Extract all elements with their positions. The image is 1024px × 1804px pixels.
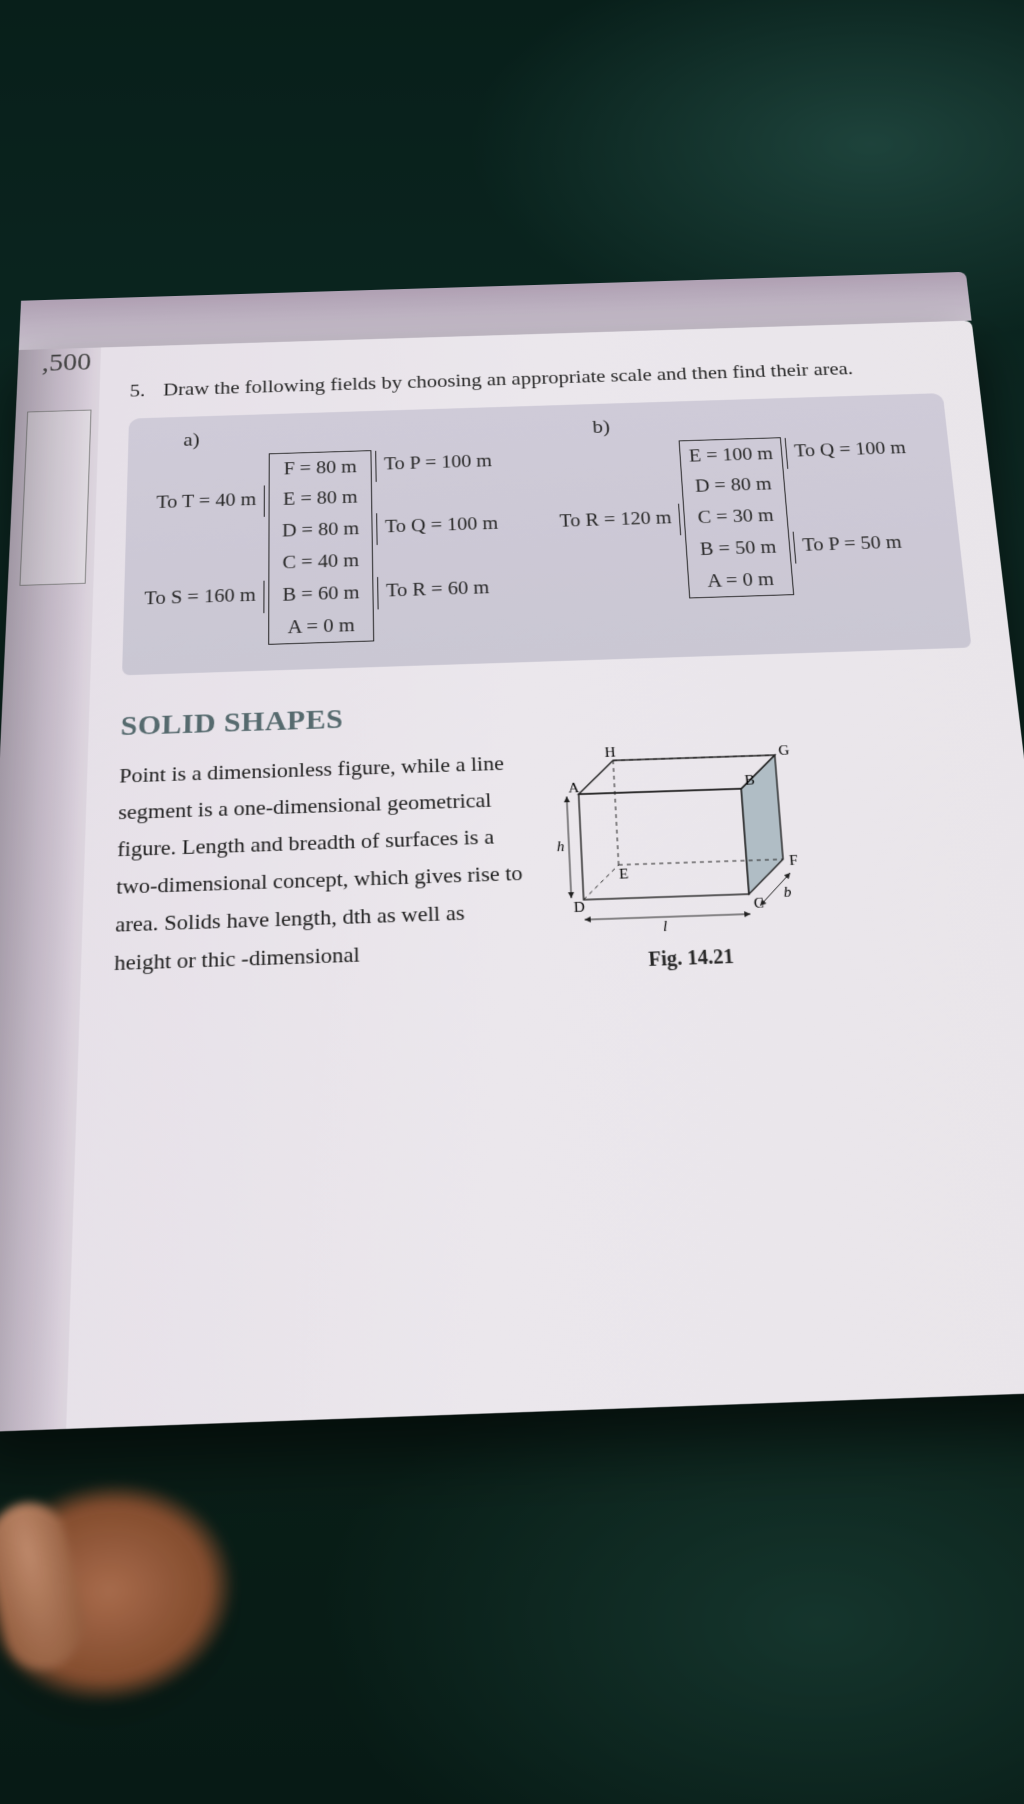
svg-text:l: l (663, 918, 668, 935)
fieldbook-panel: a) F = 80 m To P = 100 m To T = 40 m E =… (122, 393, 971, 675)
part-b: b) E = 100 m To Q = 100 m D = 80 m (547, 405, 959, 635)
offset: To T = 40 m (136, 484, 269, 521)
question-text: Draw the following fields by choosing an… (163, 357, 854, 399)
margin-box (19, 410, 91, 586)
part-a: a) F = 80 m To P = 100 m To T = 40 m E =… (133, 418, 537, 649)
cell: C = 30 m (683, 500, 789, 535)
svg-text:F: F (789, 852, 799, 869)
margin-number: ,500 (17, 347, 101, 378)
cell: D = 80 m (681, 468, 786, 502)
cell: C = 40 m (268, 544, 373, 579)
cell: E = 80 m (269, 481, 373, 515)
svg-text:b: b (783, 884, 792, 901)
fieldbook-a: F = 80 m To P = 100 m To T = 40 m E = 80… (133, 445, 537, 649)
question-5: 5. Draw the following fields by choosing… (129, 355, 940, 402)
cell: A = 0 m (687, 562, 794, 598)
cell: E = 100 m (679, 437, 784, 472)
offset: To Q = 100 m (372, 507, 517, 544)
book-page: ,500 5. Draw the following fields by cho… (0, 321, 1024, 1552)
offset: To P = 100 m (371, 445, 515, 482)
offset: To Q = 100 m (781, 432, 926, 468)
figure-cuboid: A H G B D E F C l b h (548, 737, 826, 975)
offset: To S = 160 m (133, 579, 268, 617)
svg-text:E: E (619, 866, 629, 883)
fieldbook-b: E = 100 m To Q = 100 m D = 80 m To R = 1… (548, 432, 955, 602)
cell: B = 50 m (685, 531, 792, 566)
svg-text:B: B (744, 772, 755, 789)
svg-text:G: G (778, 743, 790, 759)
svg-text:H: H (605, 744, 617, 760)
svg-text:D: D (574, 899, 586, 916)
figure-caption: Fig. 14.21 (557, 943, 826, 975)
svg-text:C: C (754, 895, 765, 912)
svg-text:A: A (568, 780, 580, 797)
offset: To R = 120 m (551, 502, 685, 539)
section-heading: SOLID SHAPES (120, 683, 979, 743)
cuboid-icon: A H G B D E F C l b h (553, 737, 818, 940)
svg-text:h: h (557, 839, 565, 856)
cell: A = 0 m (268, 608, 374, 645)
cell: B = 60 m (268, 576, 373, 612)
offset: To P = 50 m (789, 526, 937, 564)
offset: To R = 60 m (373, 571, 520, 609)
question-number: 5. (129, 379, 158, 402)
body-paragraph: Point is a dimensionless figure, while a… (114, 747, 527, 985)
cell: F = 80 m (269, 450, 372, 485)
cell: D = 80 m (268, 513, 372, 548)
left-margin: ,500 (0, 347, 101, 1432)
